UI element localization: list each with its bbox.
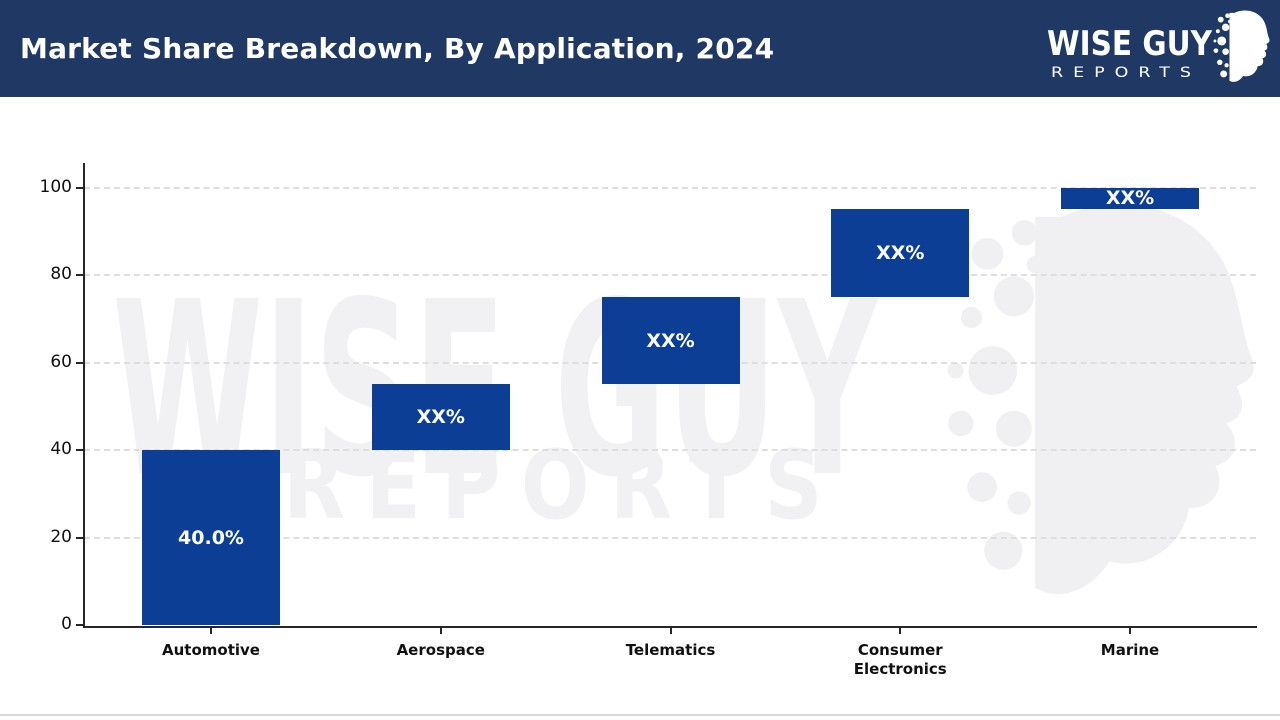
x-tick-label-automotive: Automotive	[162, 641, 260, 659]
y-tick-mark	[76, 536, 84, 539]
y-tick-label: 80	[50, 264, 72, 284]
bar-value-label-aerospace: XX%	[416, 406, 465, 429]
y-tick-mark	[76, 361, 84, 364]
x-tick-mark	[899, 628, 902, 634]
x-tick-label-consumer-electronics: Consumer Electronics	[853, 641, 947, 678]
y-tick-mark	[76, 274, 84, 276]
bar-telematics: XX%	[601, 296, 740, 385]
x-tick-mark	[1129, 628, 1131, 634]
wiseguy-logo: WISE GUY REPORTS	[1047, 10, 1270, 82]
bar-value-label-telematics: XX%	[646, 329, 695, 352]
x-tick-label-marine: Marine	[1100, 641, 1160, 659]
y-tick-mark	[76, 449, 84, 451]
bar-aerospace: XX%	[371, 384, 510, 450]
y-tick-mark	[76, 624, 84, 626]
x-tick-label-aerospace: Aerospace	[396, 641, 485, 659]
bar-consumer-electronics: XX%	[831, 209, 970, 297]
footer-divider	[0, 714, 1280, 716]
gridline-20	[84, 536, 1256, 539]
y-tick-label: 60	[50, 351, 72, 372]
bar-value-label-marine: XX%	[1105, 187, 1155, 210]
y-tick-label: 100	[39, 176, 72, 197]
logo-wordmark: WISE GUY	[1047, 24, 1212, 64]
bar-marine: XX%	[1061, 187, 1199, 210]
logo-face-icon	[1213, 10, 1270, 82]
x-tick-mark	[210, 628, 212, 634]
x-tick-mark	[439, 628, 442, 634]
y-tick-mark	[76, 186, 84, 189]
page-title: Market Share Breakdown, By Application, …	[20, 32, 775, 65]
header: Market Share Breakdown, By Application, …	[0, 0, 1280, 97]
bar-value-label-automotive: 40.0%	[178, 526, 244, 549]
gridline-100	[84, 186, 1256, 189]
bar-automotive: 40.0%	[142, 450, 280, 625]
x-tick-label-telematics: Telematics	[625, 641, 716, 659]
gridline-80	[84, 274, 1256, 276]
y-tick-label: 40	[50, 439, 72, 459]
y-tick-label: 20	[50, 526, 72, 547]
x-tick-mark	[669, 628, 672, 634]
gridline-40	[84, 449, 1256, 451]
y-tick-label: 0	[61, 614, 72, 634]
logo-subtext: REPORTS	[1051, 65, 1201, 81]
bar-value-label-consumer-electronics: XX%	[876, 242, 925, 265]
x-axis-line	[83, 626, 1257, 628]
y-axis-line	[83, 163, 85, 628]
